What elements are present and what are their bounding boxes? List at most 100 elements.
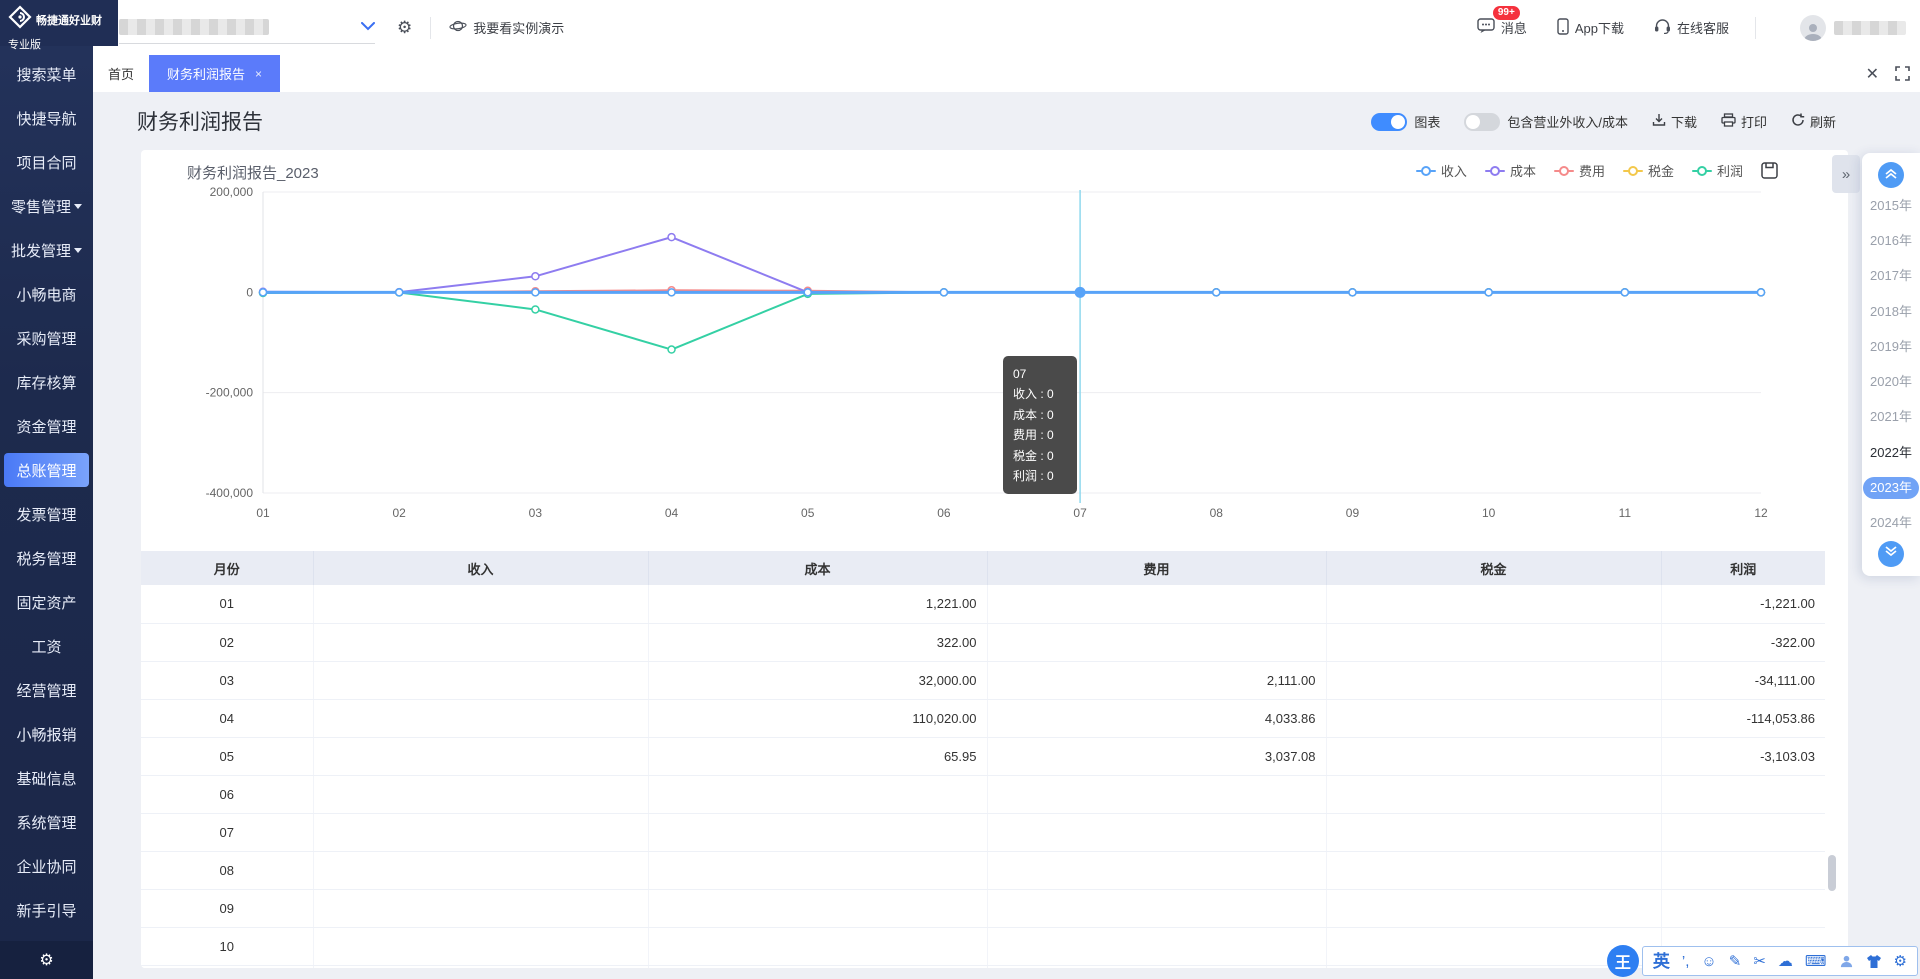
year-option-2015年[interactable]: 2015年	[1870, 197, 1912, 213]
legend-item-成本[interactable]: 成本	[1484, 161, 1536, 180]
toggle-on-switch[interactable]	[1371, 112, 1408, 131]
sidebar-item-总账管理[interactable]: 总账管理	[4, 453, 89, 487]
value-cell	[313, 775, 649, 814]
year-option-2020年[interactable]: 2020年	[1870, 374, 1912, 390]
legend-label: 成本	[1509, 164, 1536, 179]
chart-tooltip: 07 收入 : 0 成本 : 0 费用 : 0 税金 : 0 利润 : 0	[1003, 356, 1077, 495]
year-option-2017年[interactable]: 2017年	[1870, 268, 1912, 284]
sidebar-item-企业协同[interactable]: 企业协同	[0, 844, 93, 888]
keyboard-icon[interactable]: ⌨	[1804, 952, 1827, 970]
shirt-icon[interactable]	[1866, 954, 1882, 969]
legend-marker-icon	[1415, 165, 1436, 176]
sidebar-item-label: 系统管理	[16, 814, 77, 832]
download-button[interactable]: 下载	[1652, 112, 1697, 131]
year-option-2022年[interactable]: 2022年	[1870, 444, 1912, 460]
svg-text:05: 05	[801, 506, 815, 520]
avatar[interactable]	[1800, 14, 1826, 41]
year-option-2024年[interactable]: 2024年	[1870, 515, 1912, 531]
table-scrollbar[interactable]	[1828, 855, 1836, 891]
sidebar-item-税务管理[interactable]: 税务管理	[0, 536, 93, 580]
demo-link[interactable]: 我要看实例演示	[449, 18, 564, 37]
sidebar-item-发票管理[interactable]: 发票管理	[0, 492, 93, 536]
table-row: 02 322.00 -322.00	[141, 623, 1825, 662]
sidebar-item-label: 基础信息	[16, 770, 77, 788]
emoji-icon[interactable]: ☺	[1701, 952, 1717, 970]
scroll-years-down-button[interactable]	[1878, 541, 1904, 567]
ime-language-badge[interactable]: 王	[1606, 945, 1639, 977]
year-option-2018年[interactable]: 2018年	[1870, 303, 1912, 319]
sidebar-item-库存核算[interactable]: 库存核算	[0, 360, 93, 404]
sidebar-item-零售管理[interactable]: 零售管理	[0, 184, 93, 228]
messages-button[interactable]: 99+ 消息	[1477, 6, 1527, 37]
sidebar-settings-button[interactable]: ⚙	[0, 941, 93, 979]
sidebar-item-项目合同[interactable]: 项目合同	[0, 140, 93, 184]
app-logo: 畅捷通好业财 专业版	[0, 0, 118, 51]
legend-item-税金[interactable]: 税金	[1622, 161, 1674, 180]
sidebar-item-固定资产[interactable]: 固定资产	[0, 580, 93, 624]
print-button[interactable]: 打印	[1721, 112, 1767, 131]
legend-marker-icon	[1484, 165, 1505, 176]
sidebar-item-系统管理[interactable]: 系统管理	[0, 800, 93, 844]
app-download-button[interactable]: App下载	[1557, 17, 1624, 38]
tab-financial-profit-report[interactable]: 财务利润报告 ×	[149, 55, 281, 92]
value-cell	[987, 965, 1327, 968]
close-all-button[interactable]: ✕	[1865, 65, 1879, 83]
company-selector[interactable]	[119, 12, 375, 44]
month-cell: 07	[141, 813, 314, 852]
settings-button[interactable]: ⚙	[397, 18, 412, 38]
collapse-panel-button[interactable]: »	[1832, 155, 1860, 193]
nonoperating-toggle[interactable]: 包含营业外收入/成本	[1464, 112, 1628, 131]
fullscreen-icon[interactable]	[1895, 66, 1910, 81]
sidebar-item-快捷导航[interactable]: 快捷导航	[0, 96, 93, 140]
year-option-2023年[interactable]: 2023年	[1863, 477, 1919, 500]
sidebar-item-资金管理[interactable]: 资金管理	[0, 404, 93, 448]
tab-home[interactable]: 首页	[107, 67, 134, 82]
table-row: 05 65.95 3,037.08 -3,103.03	[141, 737, 1825, 776]
sidebar-item-工资[interactable]: 工资	[0, 624, 93, 668]
punctuation-icon[interactable]: ’,	[1681, 952, 1690, 970]
legend-item-利润[interactable]: 利润	[1691, 161, 1743, 180]
value-cell	[1661, 813, 1825, 852]
english-mode-icon[interactable]: 英	[1652, 951, 1670, 971]
sidebar-item-基础信息[interactable]: 基础信息	[0, 756, 93, 800]
year-option-2021年[interactable]: 2021年	[1870, 409, 1912, 425]
sidebar-item-label: 资金管理	[16, 418, 77, 436]
sidebar-item-搜索菜单[interactable]: 搜索菜单	[0, 52, 93, 96]
report-toolbar: 图表 包含营业外收入/成本 下载 打印 刷新	[1371, 112, 1836, 131]
year-option-2019年[interactable]: 2019年	[1870, 338, 1912, 354]
pen-icon[interactable]: ✎	[1728, 952, 1742, 970]
sidebar-item-label: 发票管理	[16, 506, 77, 524]
refresh-button[interactable]: 刷新	[1791, 112, 1836, 131]
table-row: 04 110,020.00 4,033.86 -114,053.86	[141, 699, 1825, 738]
close-icon[interactable]: ×	[255, 66, 263, 81]
gear-icon[interactable]: ⚙	[1893, 952, 1907, 970]
column-header-月份: 月份	[141, 551, 314, 585]
scissors-icon[interactable]: ✂	[1753, 952, 1766, 970]
month-cell: 05	[141, 737, 314, 776]
value-cell	[1326, 737, 1662, 776]
sidebar-item-小畅电商[interactable]: 小畅电商	[0, 272, 93, 316]
sidebar-item-采购管理[interactable]: 采购管理	[0, 316, 93, 360]
sidebar-item-批发管理[interactable]: 批发管理	[0, 228, 93, 272]
sidebar-item-小畅报销[interactable]: 小畅报销	[0, 712, 93, 756]
sidebar-item-新手引导[interactable]: 新手引导	[0, 888, 93, 932]
sidebar-menu: 搜索菜单 快捷导航 项目合同 零售管理 批发管理 小畅电商 采购管理 库存核算资金管理总账管理…	[0, 52, 93, 932]
planet-icon	[449, 19, 467, 36]
legend-item-收入[interactable]: 收入	[1415, 161, 1467, 180]
value-cell: -1,221.00	[1661, 585, 1825, 624]
value-cell	[1326, 927, 1662, 966]
support-button[interactable]: 在线客服	[1654, 18, 1729, 37]
table-row: 06	[141, 775, 1825, 814]
year-option-2016年[interactable]: 2016年	[1870, 232, 1912, 248]
chart-toggle[interactable]: 图表	[1371, 112, 1440, 131]
column-header-利润: 利润	[1661, 551, 1825, 585]
scroll-years-up-button[interactable]	[1878, 162, 1904, 188]
person-icon[interactable]	[1839, 954, 1854, 969]
value-cell	[987, 889, 1327, 928]
legend-item-费用[interactable]: 费用	[1553, 161, 1605, 180]
sidebar-item-经营管理[interactable]: 经营管理	[0, 668, 93, 712]
cloud-icon[interactable]: ☁	[1777, 952, 1793, 970]
save-image-icon[interactable]	[1761, 162, 1778, 179]
toggle-off-switch[interactable]	[1464, 112, 1501, 131]
